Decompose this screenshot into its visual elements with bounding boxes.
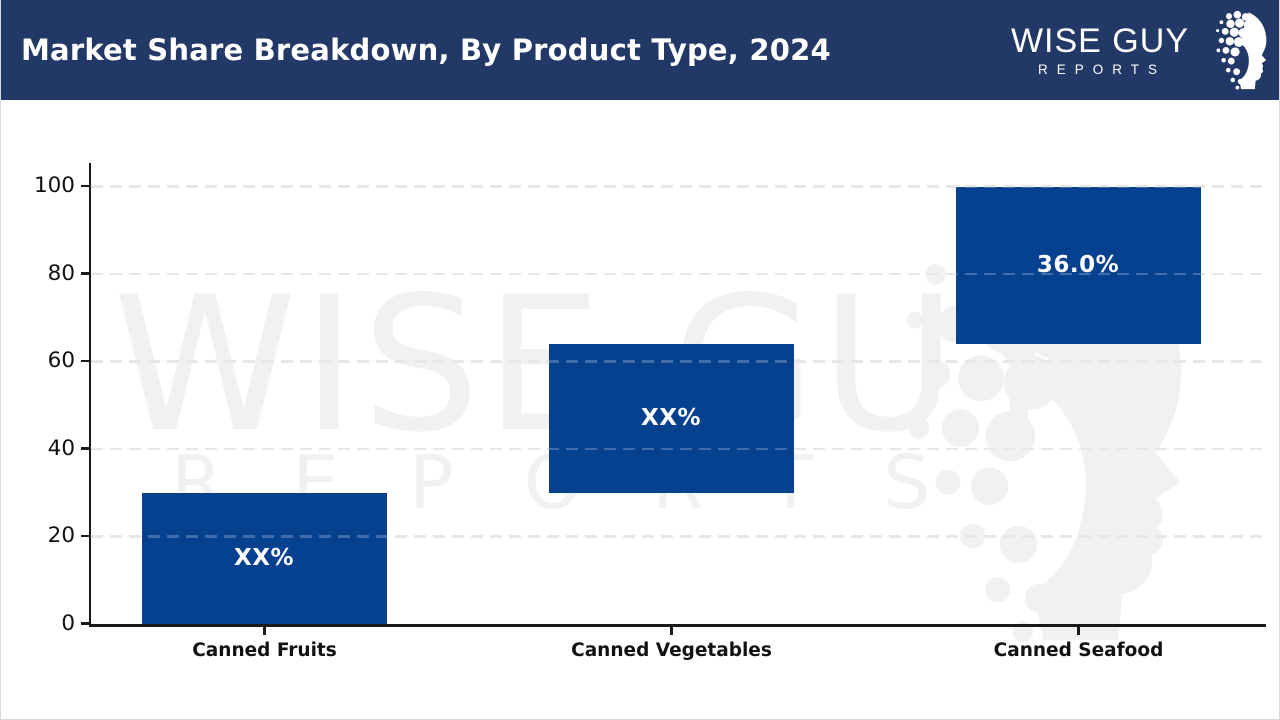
gridline-overlay <box>91 272 1266 276</box>
y-tick-label: 80 <box>47 260 75 286</box>
x-tick-mark <box>670 627 673 635</box>
header: Market Share Breakdown, By Product Type,… <box>1 0 1279 100</box>
y-tick-label: 20 <box>47 523 75 549</box>
bar-value-label: XX% <box>640 405 701 432</box>
gridline-overlay <box>91 185 1266 188</box>
y-tick-mark <box>80 272 89 275</box>
y-tick-label: 0 <box>61 610 75 636</box>
x-category-label: Canned Fruits <box>192 640 337 661</box>
y-tick-label: 60 <box>47 348 75 374</box>
gridline-overlay <box>91 360 1266 363</box>
logo-sub-text: REPORTS <box>1037 61 1166 77</box>
bar-value-label: XX% <box>233 545 294 572</box>
gridline-overlay <box>91 447 1266 451</box>
gridline-overlay <box>91 535 1266 538</box>
y-tick-mark <box>80 447 89 450</box>
x-tick-mark <box>1077 627 1080 635</box>
logo-name-text: WISE GUY <box>1010 21 1189 60</box>
y-tick-mark <box>80 622 89 625</box>
y-tick-label: 100 <box>33 173 75 199</box>
x-category-label: Canned Seafood <box>993 640 1164 661</box>
bar-canned-fruits: XX% <box>141 492 387 624</box>
y-tick-mark <box>80 184 89 188</box>
plot-area: XX% XX% 36.0% <box>89 163 1266 627</box>
bar-canned-vegetables: XX% <box>548 344 794 493</box>
gridline <box>91 272 1266 276</box>
bar-canned-seafood: 36.0% <box>955 186 1201 345</box>
page-title: Market Share Breakdown, By Product Type,… <box>21 33 831 67</box>
bar-value-label: 36.0% <box>1036 252 1120 279</box>
logo-head-icon <box>1216 10 1267 90</box>
gridline <box>91 535 1266 538</box>
y-tick-label: 40 <box>47 435 75 461</box>
wiseguy-logo: WISE GUY REPORTS <box>1011 9 1267 91</box>
y-tick-mark <box>80 534 89 538</box>
x-tick-mark <box>263 627 266 635</box>
y-tick-mark <box>80 359 89 363</box>
gridline <box>91 185 1266 188</box>
x-category-label: Canned Vegetables <box>571 640 772 661</box>
